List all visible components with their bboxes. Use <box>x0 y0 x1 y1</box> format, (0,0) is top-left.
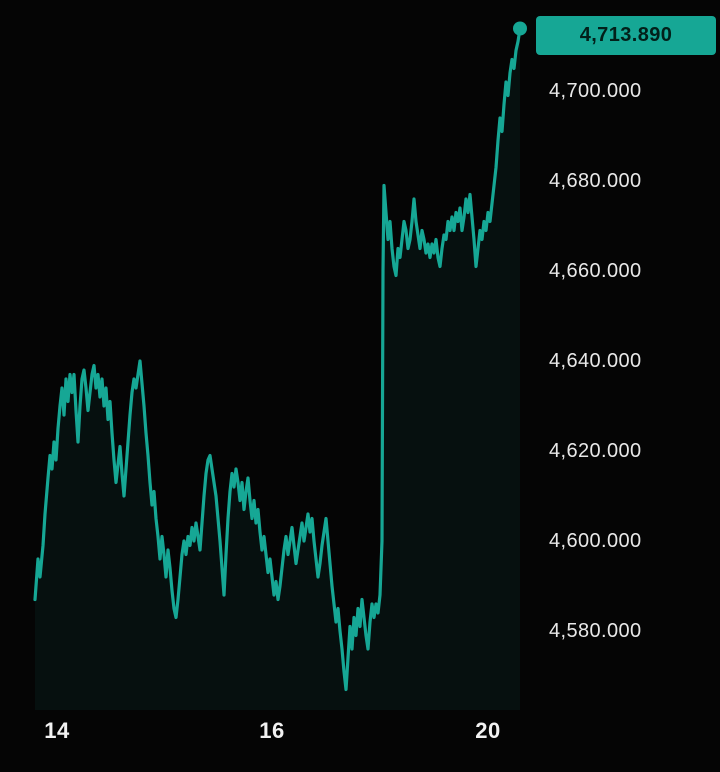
current-price-badge: 4,713.890 <box>536 16 716 55</box>
y-axis-label: 4,580.000 <box>549 620 642 642</box>
y-axis-label: 4,620.000 <box>549 440 642 462</box>
x-axis-label: 20 <box>475 718 501 743</box>
y-axis-label: 4,700.000 <box>549 80 642 102</box>
y-axis-label: 4,600.000 <box>549 530 642 552</box>
y-axis-label: 4,660.000 <box>549 260 642 282</box>
current-price-dot <box>513 21 527 36</box>
y-axis-label: 4,640.000 <box>549 350 642 372</box>
chart-area-fill <box>35 28 520 710</box>
y-axis-label: 4,680.000 <box>549 170 642 192</box>
price-line <box>33 26 522 692</box>
x-axis-label: 16 <box>259 718 285 743</box>
x-axis-label: 14 <box>44 718 70 743</box>
